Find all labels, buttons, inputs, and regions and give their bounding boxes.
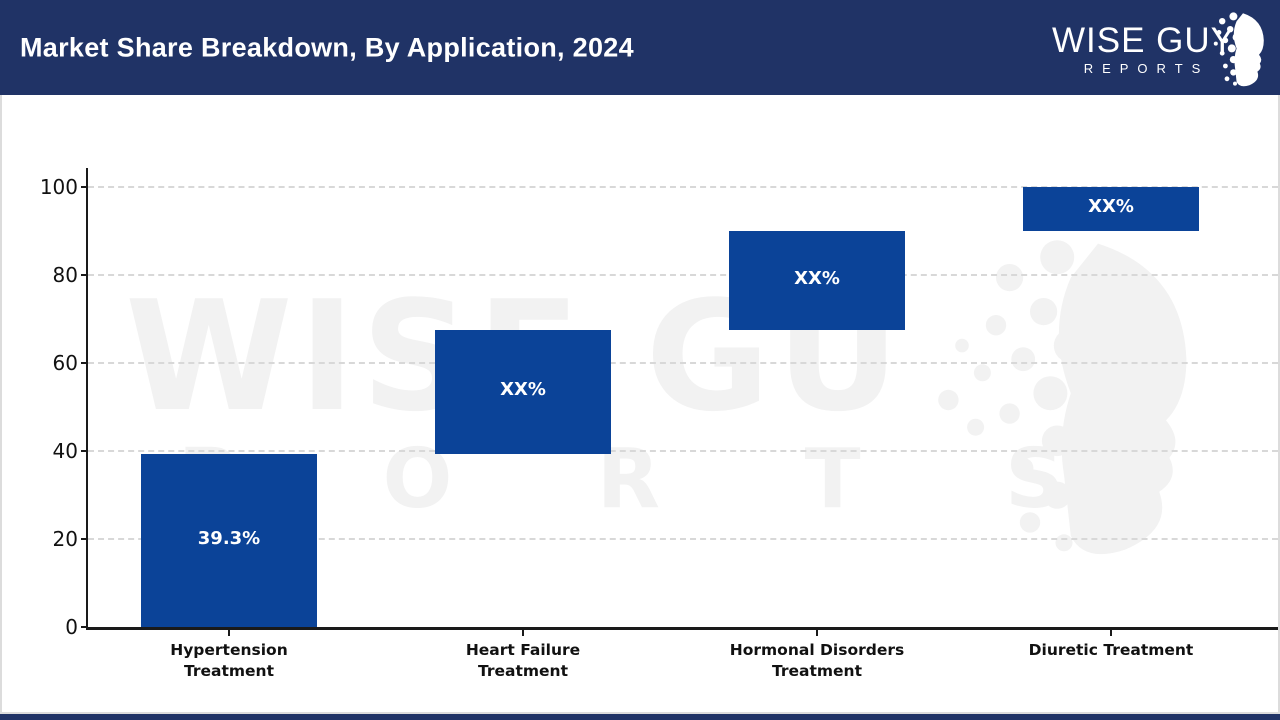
gridline-80 bbox=[88, 274, 1278, 276]
watermark-subtitle: P O R T S bbox=[178, 432, 1123, 527]
y-tick-80 bbox=[81, 274, 88, 276]
bar-segment: XX% bbox=[1023, 187, 1199, 231]
watermark-head-icon bbox=[938, 240, 1187, 555]
x-category-label: Diuretic Treatment bbox=[1028, 641, 1194, 659]
gridline-60 bbox=[88, 362, 1278, 364]
bar-value-label: XX% bbox=[1088, 196, 1134, 217]
page-title: Market Share Breakdown, By Application, … bbox=[20, 32, 634, 62]
y-tick-label-80: 80 bbox=[52, 263, 78, 287]
bar-value-label: XX% bbox=[500, 379, 546, 401]
gridline-20 bbox=[88, 538, 1278, 540]
y-tick-label-100: 100 bbox=[39, 175, 78, 199]
footer-bar bbox=[0, 714, 1280, 720]
x-tick bbox=[522, 629, 524, 636]
logo-wordmark: WISE GUY bbox=[1052, 21, 1236, 60]
y-tick-20 bbox=[81, 538, 88, 540]
y-tick-100 bbox=[81, 186, 88, 188]
wise-guy-reports-logo: WISE GUY REPORTS bbox=[1022, 8, 1264, 88]
y-tick-label-40: 40 bbox=[52, 439, 78, 463]
logo-text: WISE GUY REPORTS bbox=[1052, 21, 1236, 77]
gridline-40 bbox=[88, 450, 1278, 452]
x-tick bbox=[1110, 629, 1112, 636]
bar-value-label: 39.3% bbox=[197, 527, 261, 549]
y-tick-label-20: 20 bbox=[52, 527, 78, 551]
x-category-label: Hormonal Disorders Treatment bbox=[729, 641, 905, 680]
header: Market Share Breakdown, By Application, … bbox=[0, 0, 1280, 95]
bar-value-label: XX% bbox=[794, 267, 840, 289]
x-category-label: Heart Failure Treatment bbox=[465, 641, 581, 680]
y-tick-60 bbox=[81, 362, 88, 364]
x-axis-line bbox=[86, 627, 1278, 630]
y-tick-0 bbox=[81, 626, 88, 628]
y-tick-40 bbox=[81, 450, 88, 452]
logo-subtitle: REPORTS bbox=[1083, 61, 1210, 76]
gridline-100 bbox=[88, 186, 1278, 188]
x-tick bbox=[816, 629, 818, 636]
logo-head-icon bbox=[1213, 12, 1264, 87]
bar-segment: XX% bbox=[435, 330, 611, 455]
y-tick-label-60: 60 bbox=[52, 351, 78, 375]
y-tick-label-0: 0 bbox=[65, 615, 78, 639]
bar-segment: 39.3% bbox=[141, 454, 317, 627]
y-axis-line bbox=[86, 168, 88, 629]
x-category-label: Hypertension Treatment bbox=[170, 641, 288, 680]
x-tick bbox=[228, 629, 230, 636]
bar-segment: XX% bbox=[729, 231, 905, 330]
